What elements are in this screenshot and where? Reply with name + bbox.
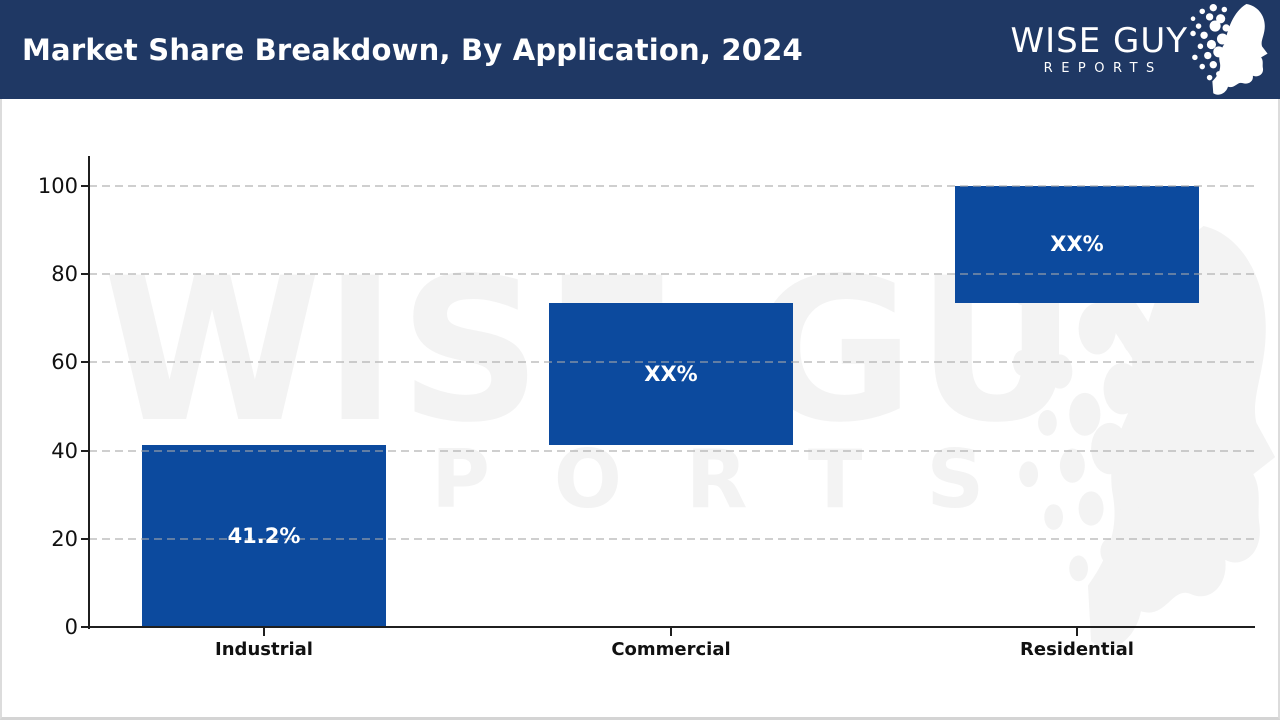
bar-value-label-residential: XX%: [1050, 232, 1104, 257]
logo-wordmark: WISE GUY: [1010, 20, 1188, 61]
x-tick-label-commercial: Commercial: [611, 639, 731, 660]
x-tick-commercial: [670, 628, 672, 636]
y-tick-80: [81, 273, 89, 276]
header: Market Share Breakdown, By Application, …: [0, 0, 1280, 99]
y-tick-label-20: 20: [51, 526, 78, 551]
y-tick-label-40: 40: [51, 438, 78, 463]
y-tick-60: [81, 361, 89, 364]
brand-logo: WISE GUY REPORTS: [1010, 3, 1274, 96]
logo-text: WISE GUY REPORTS: [1010, 24, 1188, 76]
y-tick-label-0: 0: [64, 615, 78, 639]
y-tick-40: [81, 449, 89, 452]
y-tick-label-60: 60: [51, 350, 78, 375]
y-axis-spine: [88, 156, 90, 629]
page-title: Market Share Breakdown, By Application, …: [22, 32, 803, 67]
logo-sub: REPORTS: [1043, 60, 1163, 76]
y-tick-20: [81, 537, 89, 540]
grid-line-60: [89, 361, 1255, 364]
bar-commercial: [549, 302, 793, 446]
x-axis-spine: [85, 626, 1255, 628]
bar-value-label-industrial: 41.2%: [227, 524, 301, 549]
grid-line-80: [89, 273, 1255, 276]
y-tick-label-80: 80: [51, 262, 78, 287]
bar-value-label-commercial: XX%: [644, 362, 698, 387]
grid-line-100: [89, 185, 1255, 187]
y-tick-label-100: 100: [37, 174, 78, 198]
logo-face-icon: [1190, 3, 1268, 95]
x-tick-label-residential: Residential: [1020, 639, 1134, 660]
grid-line-20: [89, 537, 1255, 540]
x-tick-industrial: [263, 628, 265, 636]
x-tick-label-industrial: Industrial: [215, 639, 313, 660]
x-tick-residential: [1076, 628, 1078, 636]
y-tick-100: [81, 185, 89, 187]
bar-industrial: [142, 445, 386, 627]
grid-line-40: [89, 449, 1255, 452]
